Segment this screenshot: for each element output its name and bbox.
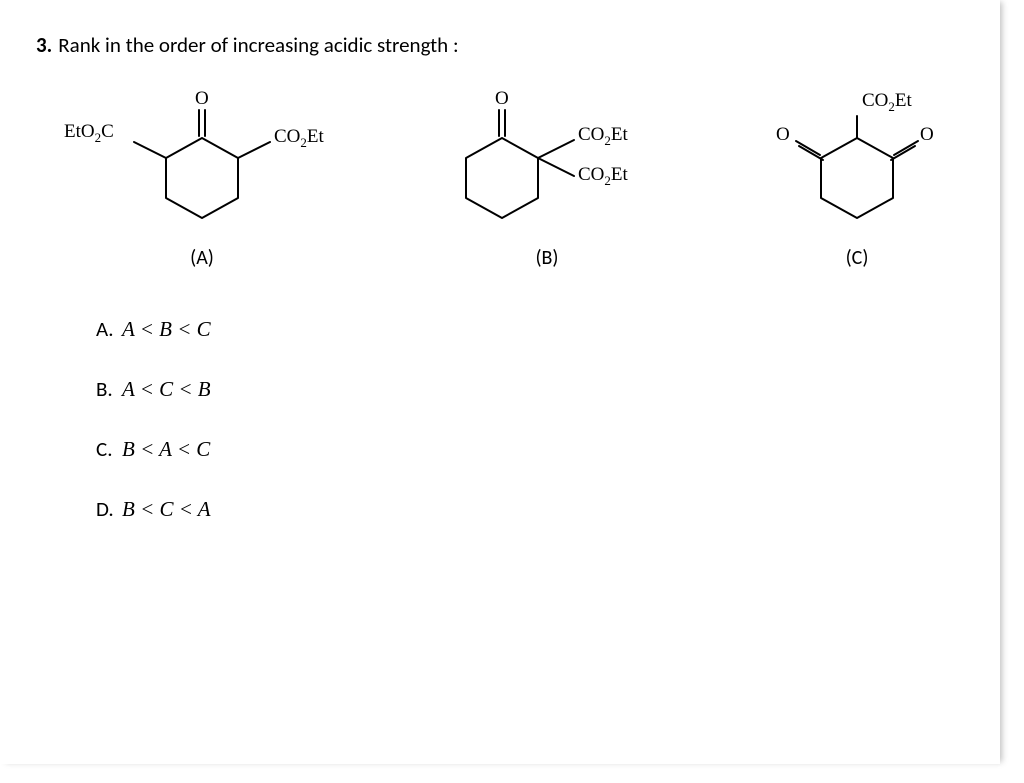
structures-row: O EtO2C CO2Et (A) — [52, 80, 1000, 270]
question-number: 3. — [36, 32, 52, 58]
structure-a: O EtO2C CO2Et (A) — [52, 80, 352, 270]
structure-a-svg: O EtO2C CO2Et — [52, 80, 352, 240]
question-text: Rank in the order of increasing acidic s… — [58, 32, 458, 58]
bond-b-down — [538, 158, 574, 176]
structure-b-label: (B) — [535, 246, 558, 270]
structure-c: CO2Et O O (C) — [742, 80, 972, 270]
option-d[interactable]: D. B < C < A — [96, 496, 1000, 522]
structure-b-o: O — [495, 88, 509, 109]
structure-b-svg: O CO2Et CO2Et — [422, 80, 672, 240]
structure-b-r2-text: CO2Et — [578, 164, 629, 188]
carbonyl-b — [499, 110, 505, 136]
option-d-expr: B < C < A — [122, 497, 211, 522]
carbonyl-c-right — [891, 141, 918, 160]
structure-c-right-o: O — [920, 124, 934, 145]
structure-b: O CO2Et CO2Et (B) — [422, 80, 672, 270]
option-b-expr: A < C < B — [122, 377, 211, 402]
options-list: A. A < B < C B. A < C < B C. B < A < C D… — [96, 316, 1000, 522]
structure-a-right-text: CO2Et — [274, 126, 325, 150]
option-a-expr: A < B < C — [122, 317, 211, 342]
bond-a-left — [134, 142, 166, 158]
bond-a-right — [238, 142, 270, 158]
structure-c-left-o: O — [776, 124, 790, 145]
structure-a-o: O — [195, 88, 209, 109]
option-a[interactable]: A. A < B < C — [96, 316, 1000, 342]
ring-b — [466, 138, 538, 218]
page: 3. Rank in the order of increasing acidi… — [0, 0, 1000, 764]
carbonyl-a — [199, 110, 205, 136]
option-b[interactable]: B. A < C < B — [96, 376, 1000, 402]
structure-a-label: (A) — [190, 246, 214, 270]
option-b-letter: B. — [96, 376, 122, 402]
bond-b-up — [538, 140, 574, 158]
option-c-expr: B < A < C — [122, 437, 210, 462]
option-a-letter: A. — [96, 316, 122, 342]
ring-a — [166, 138, 238, 218]
option-c[interactable]: C. B < A < C — [96, 436, 1000, 462]
structure-a-left-text: EtO2C — [64, 121, 114, 145]
structure-c-svg: CO2Et O O — [742, 80, 972, 240]
ring-c — [821, 138, 893, 218]
option-c-letter: C. — [96, 436, 122, 462]
option-d-letter: D. — [96, 496, 122, 522]
structure-c-label: (C) — [846, 246, 869, 270]
carbonyl-c-left — [796, 141, 823, 160]
structure-b-r1-text: CO2Et — [578, 124, 629, 148]
structure-c-top-text: CO2Et — [862, 90, 913, 114]
question-row: 3. Rank in the order of increasing acidi… — [36, 32, 1000, 58]
